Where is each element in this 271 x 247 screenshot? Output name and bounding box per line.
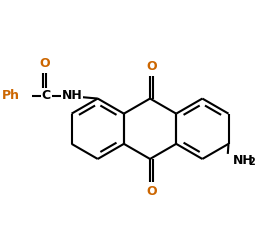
Text: NH: NH xyxy=(233,154,254,167)
Text: O: O xyxy=(146,185,157,198)
Text: Ph: Ph xyxy=(1,89,20,102)
Text: C: C xyxy=(42,89,51,102)
Text: O: O xyxy=(146,60,157,73)
Text: O: O xyxy=(40,57,50,70)
Text: NH: NH xyxy=(62,89,82,102)
Text: 2: 2 xyxy=(248,157,255,167)
